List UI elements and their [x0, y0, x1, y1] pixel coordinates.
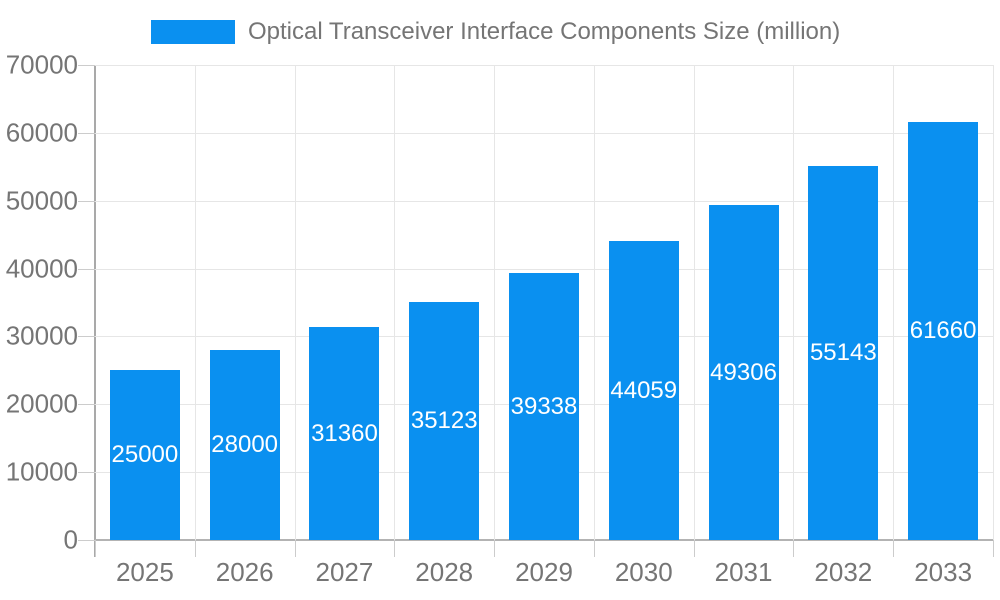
- x-tick-label: 2029: [515, 557, 573, 587]
- y-tick-mark: [78, 540, 95, 541]
- legend: Optical Transceiver Interface Components…: [151, 18, 840, 46]
- y-tick-mark: [78, 336, 95, 338]
- h-gridline: [95, 65, 993, 66]
- bar-value-label: 25000: [111, 441, 179, 469]
- bar-value-label: 31360: [311, 419, 378, 447]
- y-tick-mark: [78, 268, 95, 270]
- legend-swatch: [151, 20, 235, 44]
- x-tick-mark: [693, 540, 695, 557]
- bar-value-label: 35123: [410, 406, 478, 434]
- bar-value-label: 39338: [510, 392, 578, 420]
- x-tick-mark: [294, 540, 296, 557]
- plot-area: 25000 28000 31360 35123 39338 44059 49306 55143…: [95, 65, 994, 540]
- x-tick-mark: [194, 540, 196, 557]
- v-gridline: [394, 65, 396, 540]
- y-tick-label: 0: [63, 524, 78, 555]
- y-tick-label: 70000: [5, 49, 78, 80]
- y-tick-mark: [78, 200, 95, 202]
- y-tick-label: 50000: [5, 185, 78, 216]
- y-tick-label: 20000: [5, 388, 78, 419]
- y-tick-mark: [78, 132, 95, 134]
- v-gridline: [593, 65, 595, 540]
- x-tick-label: 2031: [714, 557, 773, 587]
- x-tick-label: 2027: [315, 557, 374, 587]
- x-tick-label: 2025: [115, 557, 174, 587]
- h-gridline: [95, 200, 993, 202]
- x-tick-label: 2030: [614, 557, 673, 587]
- bar-2030[interactable]: 44059: [608, 241, 679, 540]
- y-tick-label: 60000: [5, 117, 78, 148]
- y-tick-label: 30000: [5, 320, 78, 351]
- x-tick-label: 2032: [814, 557, 873, 587]
- bar-2025[interactable]: 25000: [109, 370, 180, 540]
- x-tick-mark: [494, 540, 496, 557]
- x-tick-label: 2026: [215, 557, 274, 587]
- bar-2026[interactable]: 28000: [209, 350, 280, 540]
- x-tick-mark: [394, 540, 396, 557]
- y-tick-mark: [78, 472, 95, 474]
- bar-2027[interactable]: 31360: [309, 327, 380, 540]
- x-tick-mark: [95, 540, 96, 557]
- bar-2032[interactable]: 55143: [808, 165, 879, 540]
- x-tick-mark: [893, 540, 895, 557]
- bar-value-label: 49306: [710, 358, 777, 386]
- bar-value-label: 55143: [809, 338, 877, 366]
- v-gridline: [494, 65, 496, 540]
- h-gridline: [95, 268, 993, 270]
- y-tick-mark: [78, 404, 95, 406]
- h-gridline: [95, 132, 993, 134]
- bar-value-label: 61660: [909, 316, 977, 344]
- v-gridline: [793, 65, 795, 540]
- v-gridline: [194, 65, 196, 540]
- v-gridline: [294, 65, 296, 540]
- x-tick-label: 2033: [914, 557, 973, 587]
- bar-value-label: 44059: [610, 376, 678, 404]
- legend-label: Optical Transceiver Interface Components…: [248, 18, 841, 45]
- bar-2033[interactable]: 61660: [908, 121, 979, 540]
- x-axis-line: [95, 539, 993, 541]
- v-gridline: [993, 65, 994, 540]
- bar-value-label: 28000: [211, 431, 279, 458]
- v-gridline: [893, 65, 895, 540]
- v-gridline: [693, 65, 695, 540]
- bar-2031[interactable]: 49306: [708, 205, 779, 540]
- bar-2028[interactable]: 35123: [409, 301, 480, 540]
- x-tick-mark: [593, 540, 595, 557]
- y-tick-label: 40000: [5, 253, 78, 284]
- y-tick-label: 10000: [5, 456, 78, 487]
- x-tick-label: 2028: [415, 557, 474, 587]
- x-tick-mark: [793, 540, 795, 557]
- y-tick-mark: [78, 65, 95, 66]
- x-tick-mark: [993, 540, 994, 557]
- y-axis-line: [94, 65, 96, 557]
- bar-2029[interactable]: 39338: [509, 273, 579, 540]
